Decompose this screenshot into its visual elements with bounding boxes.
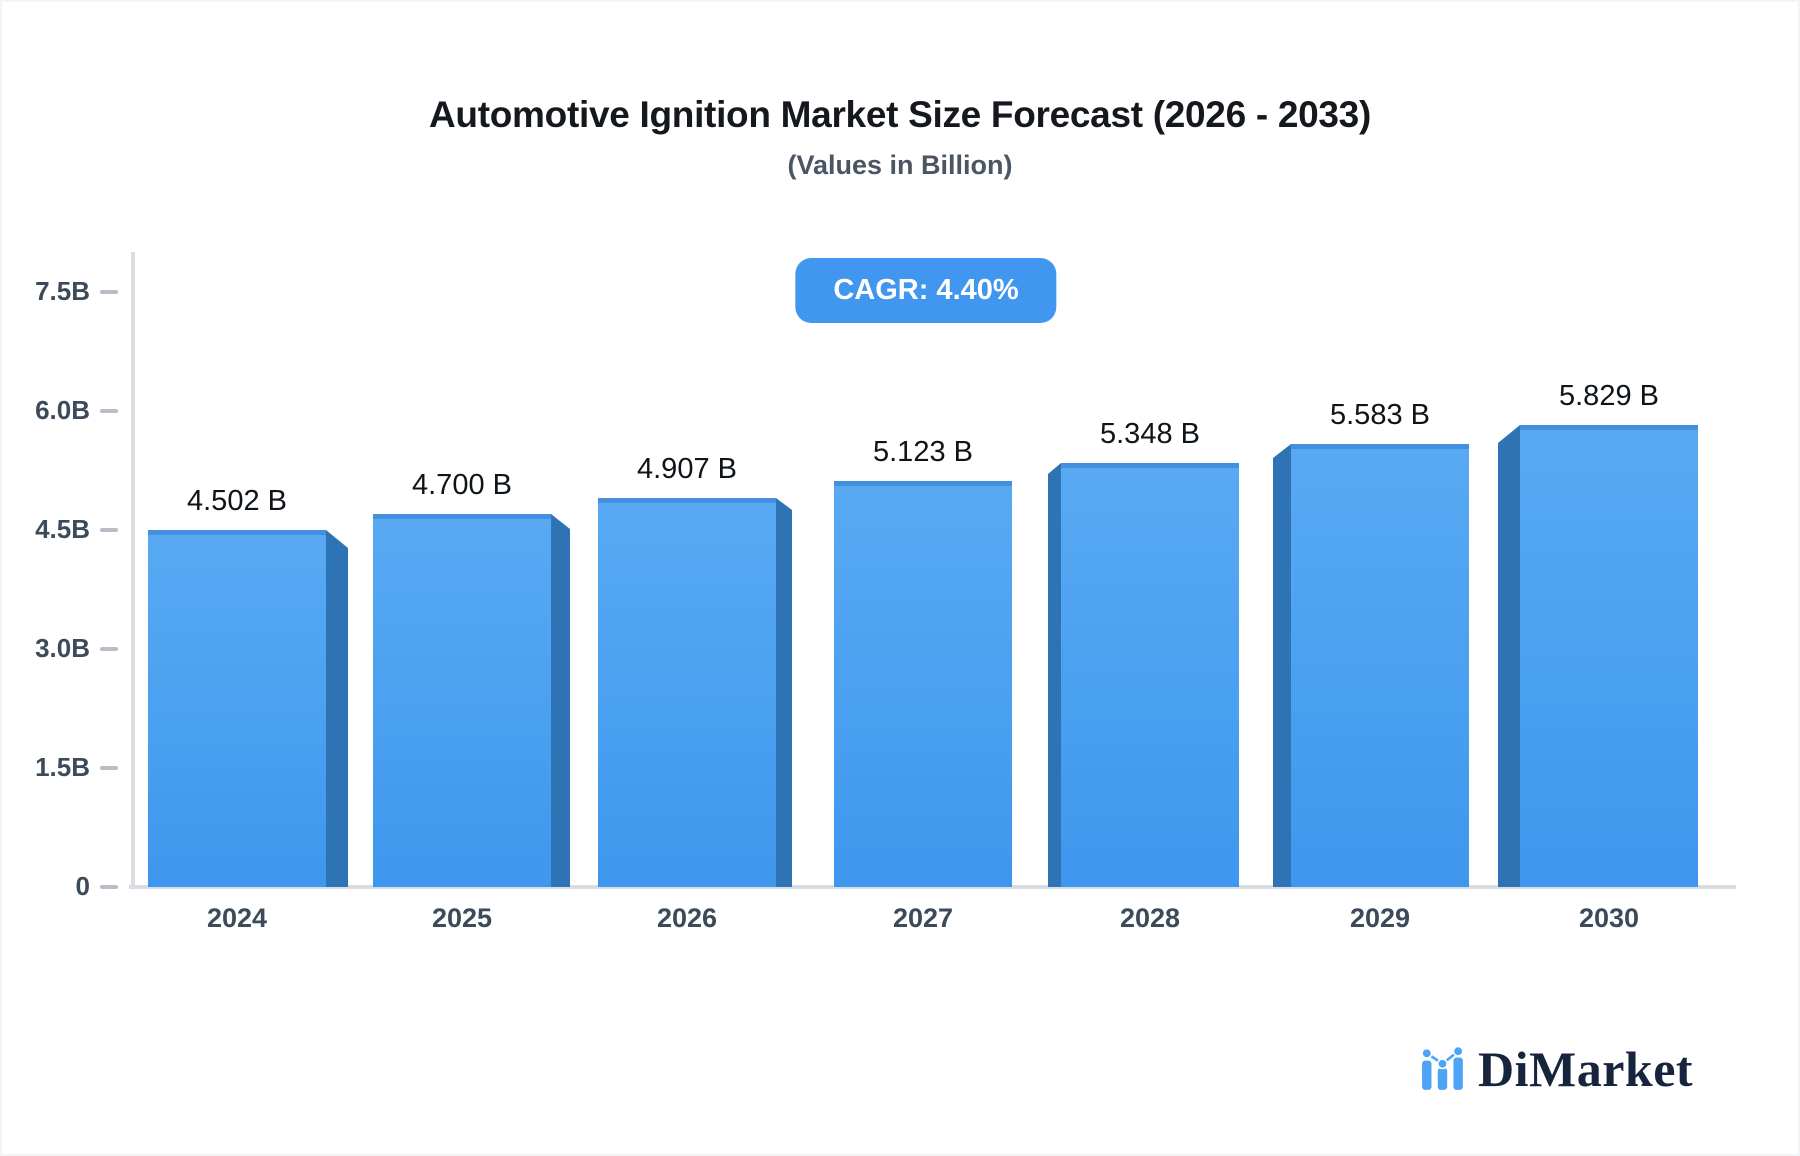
cagr-badge: CAGR: 4.40% bbox=[795, 258, 1057, 323]
bar-face bbox=[148, 530, 326, 887]
bar-value-label: 4.907 B bbox=[637, 453, 737, 485]
y-axis-line bbox=[131, 252, 135, 889]
bar-2025: 4.700 B bbox=[373, 469, 573, 887]
y-tick-dash bbox=[100, 290, 118, 295]
y-tick-label: 6.0B bbox=[35, 395, 90, 426]
brand-logo-text: DiMarket bbox=[1478, 1041, 1694, 1097]
bar-2026: 4.907 B bbox=[598, 453, 798, 887]
y-tick-dash bbox=[100, 528, 118, 532]
bar-chart-logo-icon bbox=[1421, 1046, 1464, 1090]
bar-3d-side bbox=[551, 514, 570, 887]
bar-value-label: 4.700 B bbox=[412, 469, 512, 501]
bar-3d-side bbox=[1048, 463, 1061, 887]
bar-2029: 5.583 B bbox=[1273, 399, 1473, 887]
bar-3d-side bbox=[1498, 425, 1520, 887]
bar-value-label: 5.583 B bbox=[1330, 399, 1430, 431]
y-tick-dash bbox=[100, 409, 118, 414]
bar-2024: 4.502 B bbox=[148, 485, 348, 887]
x-tick-label: 2025 bbox=[431, 903, 493, 933]
x-tick-label: 2027 bbox=[892, 903, 954, 933]
bar-2027: 5.123 B bbox=[823, 436, 1023, 887]
bar-2030: 5.829 B bbox=[1498, 380, 1698, 887]
chart-subtitle: (Values in Billion) bbox=[787, 150, 1013, 180]
x-tick-label: 2026 bbox=[656, 903, 718, 933]
x-tick-label: 2030 bbox=[1578, 903, 1640, 933]
bar-face bbox=[598, 498, 776, 887]
bar-face bbox=[1061, 463, 1239, 887]
brand-logo: DiMarket bbox=[1420, 1040, 1693, 1098]
y-tick-label: 1.5B bbox=[35, 752, 90, 782]
y-tick-dash bbox=[100, 647, 118, 651]
y-tick-dash bbox=[100, 885, 118, 889]
bar-3d-side bbox=[1273, 444, 1291, 887]
bar-value-label: 5.348 B bbox=[1100, 418, 1200, 450]
x-tick-label: 2029 bbox=[1349, 903, 1411, 933]
bar-3d-side bbox=[326, 530, 348, 887]
y-tick-label: 0 bbox=[75, 871, 90, 901]
y-tick-label: 3.0B bbox=[35, 633, 90, 663]
bar-face bbox=[1520, 425, 1698, 887]
x-tick-label: 2028 bbox=[1119, 903, 1181, 933]
bar-value-label: 5.829 B bbox=[1559, 380, 1659, 412]
chart-title: Automotive Ignition Market Size Forecast… bbox=[429, 94, 1371, 135]
bar-face bbox=[373, 514, 551, 887]
x-tick-label: 2024 bbox=[206, 903, 268, 933]
bar-value-label: 4.502 B bbox=[187, 485, 287, 517]
bar-face bbox=[834, 481, 1012, 887]
bar-3d-side bbox=[776, 498, 792, 887]
y-tick-label: 7.5B bbox=[35, 276, 90, 307]
y-tick-label: 4.5B bbox=[35, 514, 90, 544]
bar-value-label: 5.123 B bbox=[873, 436, 973, 468]
bar-2028: 5.348 B bbox=[1048, 418, 1248, 887]
bar-face bbox=[1291, 444, 1469, 887]
x-axis-line bbox=[129, 885, 1736, 889]
y-tick-dash bbox=[100, 766, 118, 770]
